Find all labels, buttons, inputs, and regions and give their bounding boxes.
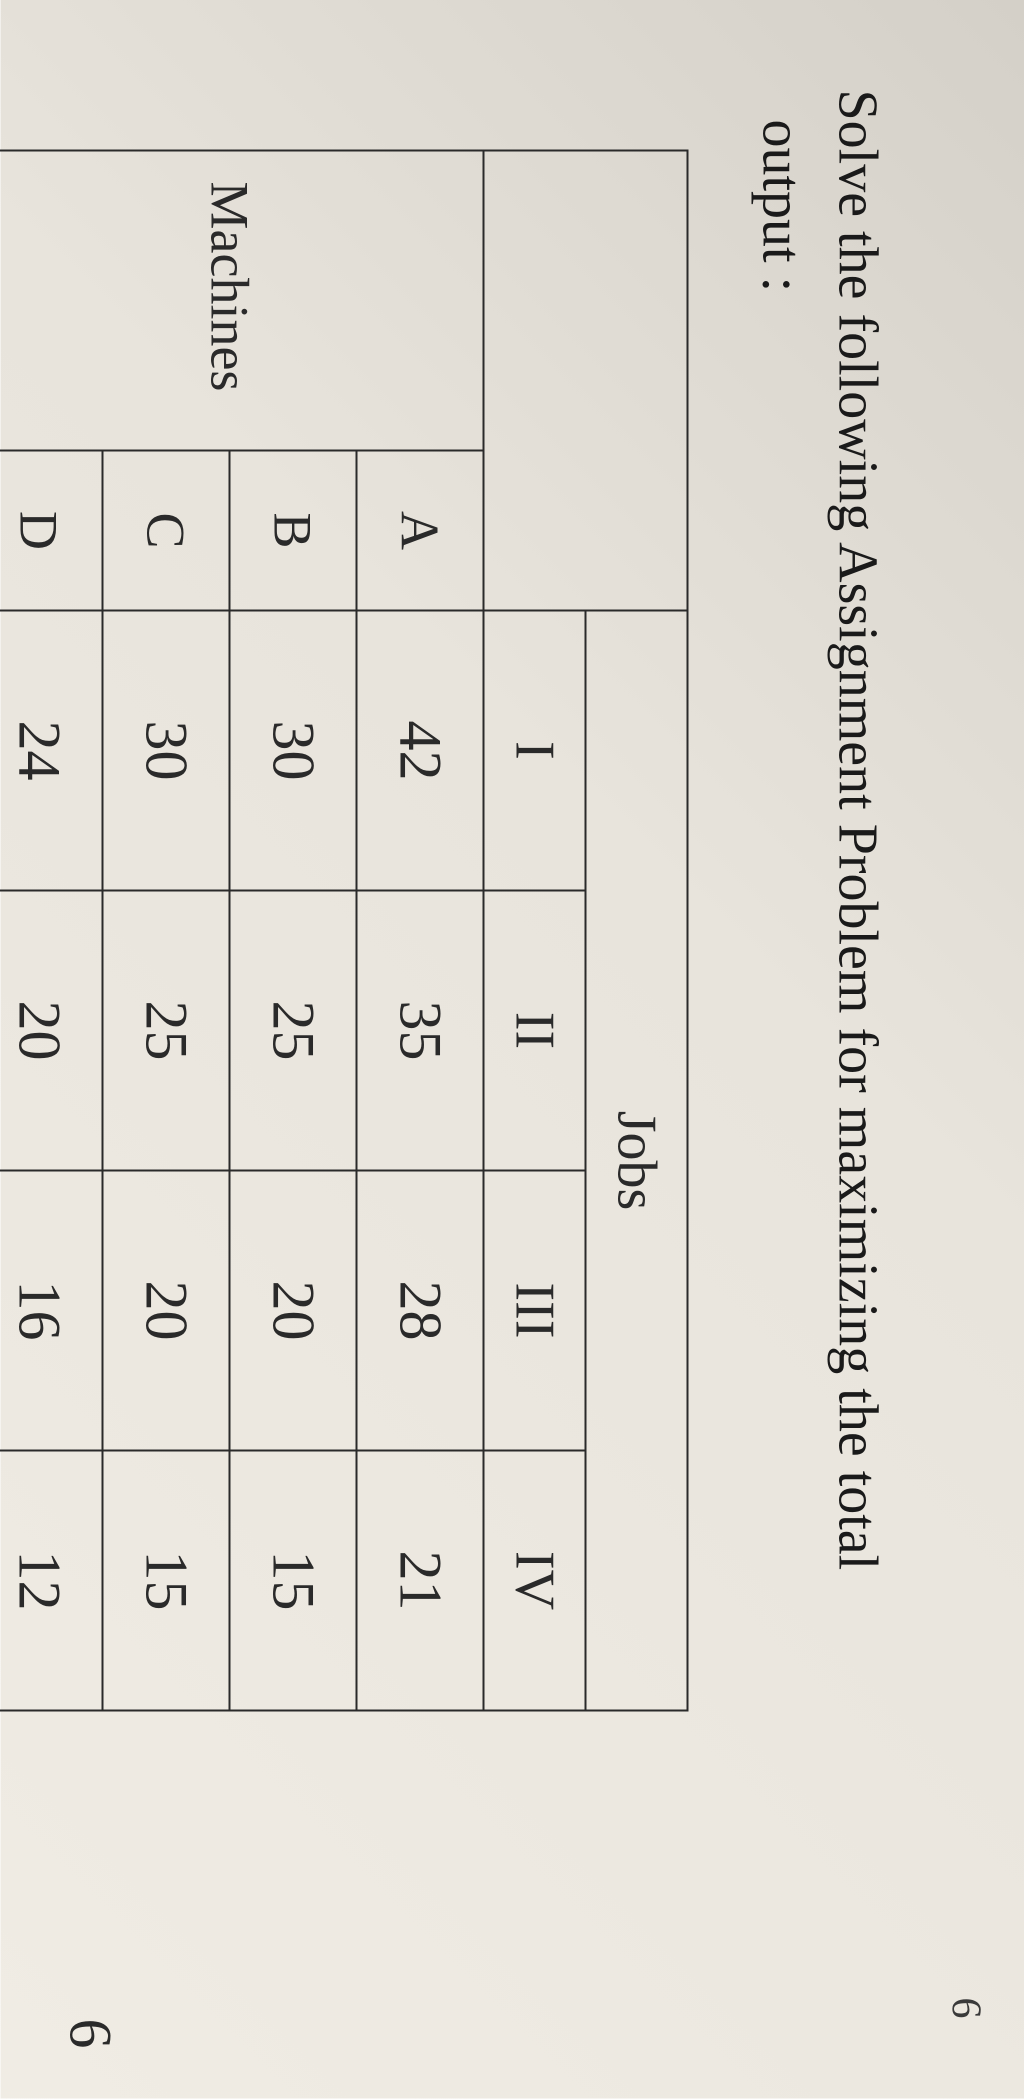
col-header-3: III: [483, 1171, 585, 1451]
col-header-2: II: [483, 891, 585, 1171]
jobs-header: Jobs: [585, 611, 687, 1711]
row-label-c: C: [102, 451, 229, 611]
assignment-table: Jobs I II III IV Machines A 42 35 28 21 …: [0, 150, 688, 1712]
question-line-2: output :: [743, 120, 819, 2039]
question-block: Solve the following Assignment Problem f…: [743, 90, 894, 2039]
cell-d-2: 20: [0, 891, 102, 1171]
top-left-empty: [483, 151, 687, 611]
cell-d-4: 12: [0, 1451, 102, 1711]
row-label-a: A: [356, 451, 483, 611]
col-header-1: I: [483, 611, 585, 891]
cell-c-1: 30: [102, 611, 229, 891]
cell-a-1: 42: [356, 611, 483, 891]
cell-a-4: 21: [356, 1451, 483, 1711]
cell-b-3: 20: [229, 1171, 356, 1451]
cell-d-1: 24: [0, 611, 102, 891]
cell-b-4: 15: [229, 1451, 356, 1711]
cell-c-2: 25: [102, 891, 229, 1171]
col-header-4: IV: [483, 1451, 585, 1711]
page-number-top: 6: [942, 1998, 990, 2019]
cell-c-4: 15: [102, 1451, 229, 1711]
cell-b-2: 25: [229, 891, 356, 1171]
cell-b-1: 30: [229, 611, 356, 891]
marks-label: 6: [56, 2019, 125, 2049]
cell-c-3: 20: [102, 1171, 229, 1451]
row-label-d: D: [0, 451, 102, 611]
table-row: Machines A 42 35 28 21: [356, 151, 483, 1711]
cell-a-2: 35: [356, 891, 483, 1171]
assignment-table-container: Jobs I II III IV Machines A 42 35 28 21 …: [0, 150, 688, 2039]
machines-label: Machines: [0, 151, 483, 451]
cell-d-3: 16: [0, 1171, 102, 1451]
row-label-b: B: [229, 451, 356, 611]
table-row: Jobs: [585, 151, 687, 1711]
cell-a-3: 28: [356, 1171, 483, 1451]
question-line-1: Solve the following Assignment Problem f…: [819, 90, 895, 2039]
